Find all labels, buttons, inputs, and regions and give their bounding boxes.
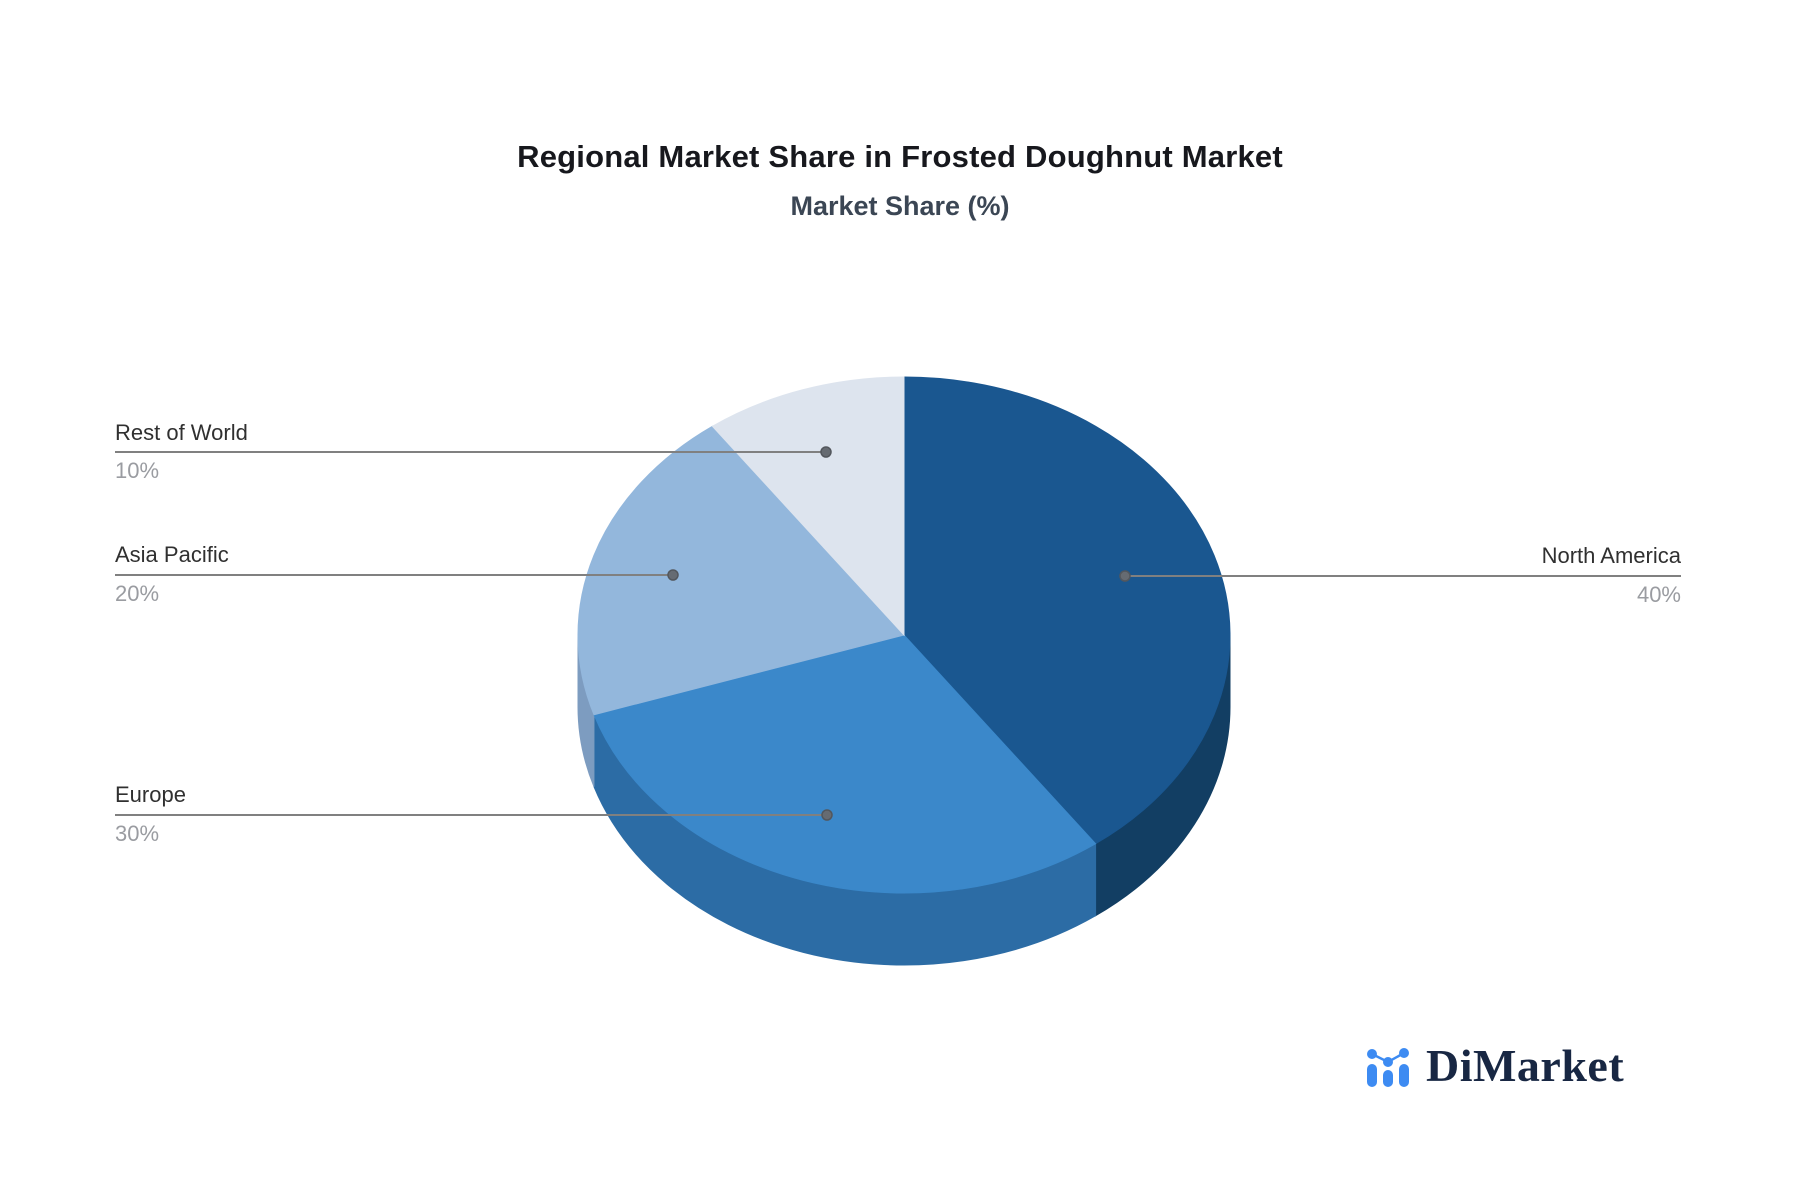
callout-value-north-america: 40% [1636,582,1681,607]
leader-dot-asia-pacific [667,569,679,581]
pie-slice-rest-of-world [711,376,905,637]
leader-dot-north-america [1119,570,1131,582]
chart-title: Regional Market Share in Frosted Doughnu… [517,139,1283,174]
callout-value-asia-pacific: 20% [115,581,160,606]
brand-logo: DiMarket [1366,1040,1624,1092]
callout-label-asia-pacific: Asia Pacific [115,542,229,567]
callout-value-rest-of-world: 10% [115,458,160,483]
callout-label-europe: Europe [115,782,186,807]
pie-slice-europe [593,634,1097,894]
pie-slice-north-america [903,376,1231,845]
callout-label-rest-of-world: Rest of World [115,420,248,445]
logo-bar [1383,1069,1393,1087]
logo-dot [1383,1056,1393,1067]
bar-chart-trend-logo-icon [1367,1047,1409,1087]
chart-subtitle: Market Share (%) [790,191,1010,221]
leader-dot-rest-of-world [820,446,832,458]
callout-label-north-america: North America [1541,543,1681,568]
callout-value-europe: 30% [115,821,160,846]
leader-dot-europe [821,809,833,821]
logo-dot [1367,1048,1377,1059]
logo-bar [1367,1063,1377,1087]
logo-bar [1399,1063,1409,1087]
brand-name: DiMarket [1426,1040,1625,1091]
logo-dot [1399,1047,1409,1058]
